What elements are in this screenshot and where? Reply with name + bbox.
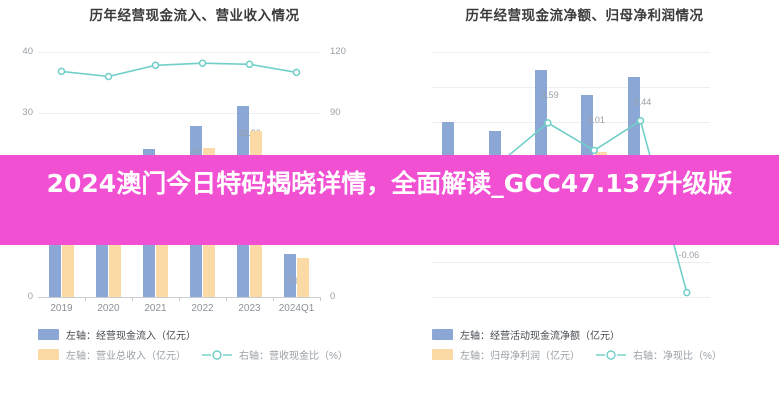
gridline: [38, 52, 320, 53]
bar[interactable]: [297, 257, 310, 297]
bar-value-label: 7.06: [288, 276, 306, 286]
x-axis-label: 2024Q1: [278, 303, 315, 314]
legend-item[interactable]: 左轴：经营活动现金流净额（亿元）: [432, 327, 722, 342]
legend-label: 左轴：归母净利润（亿元）: [460, 351, 580, 362]
legend-swatch-blue-icon: [432, 329, 453, 340]
line-data-point[interactable]: [636, 116, 645, 125]
legend-line-marker-icon: [202, 349, 232, 361]
legend-swatch-blue-icon: [38, 329, 59, 340]
bar-value-label: 3.44: [633, 96, 652, 107]
y-axis-tick-left: 40: [22, 46, 33, 57]
x-axis-tick-mark: [179, 297, 180, 301]
line-data-point[interactable]: [590, 146, 598, 155]
legend-left-chart: 左轴：经营现金流入（亿元） 左轴：营业总收入（亿元） 右轴：营收现金比（%）: [38, 327, 348, 367]
legend-line-marker-icon: [596, 349, 626, 361]
line-data-point[interactable]: [292, 68, 301, 77]
gridline: [432, 87, 710, 88]
bar[interactable]: [283, 253, 296, 297]
legend-label: 左轴：营业总收入（亿元）: [66, 351, 186, 362]
gridline: [432, 297, 710, 298]
gridline: [432, 262, 710, 263]
y-axis-tick-right: 120: [330, 46, 346, 57]
x-axis-tick-mark: [273, 297, 274, 301]
bar-value-label: 3.59: [541, 89, 559, 100]
chart-title-right: 历年经营现金流净额、归母净利润情况: [465, 8, 704, 23]
legend-label: 左轴：经营活动现金流净额（亿元）: [460, 331, 620, 342]
gridline: [38, 113, 320, 115]
x-axis-label: 2019: [50, 303, 73, 314]
gridline: [432, 122, 710, 123]
bar-value-label: 31.20: [238, 128, 261, 138]
line-data-point[interactable]: [245, 60, 254, 69]
legend-item[interactable]: 左轴：归母净利润（亿元） 右轴：净现比（%）: [432, 347, 722, 362]
x-axis-label: 2020: [97, 303, 120, 314]
legend-item[interactable]: 左轴：经营现金流入（亿元）: [38, 327, 348, 342]
x-axis-tick-mark: [132, 297, 133, 301]
legend-item[interactable]: 左轴：营业总收入（亿元） 右轴：营收现金比（%）: [38, 347, 348, 362]
line-data-point[interactable]: [104, 72, 113, 81]
y-axis-tick-right: 0: [330, 291, 336, 302]
x-axis-tick-mark: [226, 297, 227, 301]
legend-label: 右轴：净现比（%）: [633, 351, 722, 362]
legend-label: 左轴：经营现金流入（亿元）: [66, 331, 196, 342]
x-axis-label: 2021: [144, 303, 167, 314]
line-data-point[interactable]: [57, 67, 66, 76]
bar-value-label: 27.84: [191, 148, 214, 158]
x-axis-label: 2023: [238, 303, 261, 314]
x-axis-label: 2022: [191, 303, 214, 314]
line-data-point[interactable]: [151, 61, 160, 70]
y-axis-tick-right: 90: [330, 107, 341, 119]
line-series-left: [57, 59, 301, 81]
y-axis-tick-left: 30: [22, 107, 33, 119]
x-axis-tick-mark: [320, 297, 321, 301]
gridline: [432, 52, 710, 53]
x-axis-tick-mark: [85, 297, 86, 301]
bar-value-label: 3.01: [587, 114, 605, 125]
line-data-point[interactable]: [544, 119, 552, 127]
legend-label: 右轴：营收现金比（%）: [239, 351, 348, 362]
watermark-banner: [0, 155, 779, 245]
bar-value-label: -0.06: [678, 249, 700, 260]
watermark-text: 2024澳门今日特码揭晓详情，全面解读_GCC47.137升级版: [46, 169, 733, 198]
legend-swatch-peach-icon: [432, 349, 453, 360]
line-data-point[interactable]: [198, 59, 207, 67]
line-data-point[interactable]: [683, 288, 691, 297]
legend-swatch-peach-icon: [38, 349, 59, 360]
chart-title-left: 历年经营现金流入、营业收入情况: [89, 8, 300, 23]
legend-right-chart: 左轴：经营活动现金流净额（亿元） 左轴：归母净利润（亿元） 右轴：净现比（%）: [432, 327, 722, 367]
y-axis-tick-left: 0: [27, 291, 33, 302]
line-path: [61, 62, 297, 78]
